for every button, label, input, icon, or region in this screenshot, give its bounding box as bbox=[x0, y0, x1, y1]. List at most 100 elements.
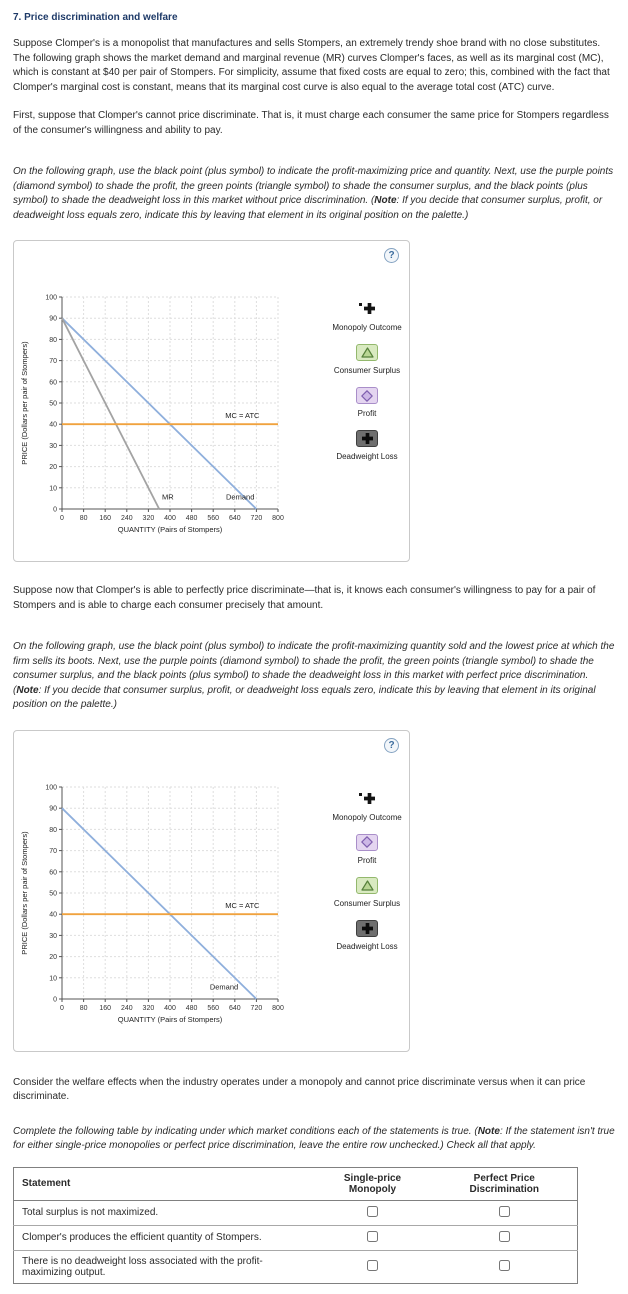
palette-item-consumer-surplus[interactable]: Consumer Surplus bbox=[334, 344, 400, 375]
svg-text:640: 640 bbox=[229, 1005, 241, 1012]
svg-text:Demand: Demand bbox=[210, 982, 238, 991]
svg-text:40: 40 bbox=[49, 422, 57, 429]
palette-item-profit[interactable]: Profit bbox=[356, 833, 378, 865]
svg-text:80: 80 bbox=[80, 515, 88, 522]
purple-diamond-icon[interactable] bbox=[356, 833, 378, 851]
palette-item-profit[interactable]: Profit bbox=[356, 387, 378, 418]
checkbox-row1-single-price[interactable] bbox=[367, 1205, 378, 1217]
perfect-discrimination-setup-paragraph: Suppose now that Clomper's is able to pe… bbox=[13, 585, 596, 611]
svg-text:30: 30 bbox=[49, 932, 57, 939]
svg-text:80: 80 bbox=[49, 337, 57, 344]
svg-text:10: 10 bbox=[49, 485, 57, 492]
svg-text:MC = ATC: MC = ATC bbox=[225, 900, 260, 909]
svg-text:320: 320 bbox=[143, 515, 155, 522]
svg-text:70: 70 bbox=[49, 358, 57, 365]
svg-text:50: 50 bbox=[49, 401, 57, 408]
svg-text:160: 160 bbox=[99, 1005, 111, 1012]
green-triangle-icon[interactable] bbox=[356, 876, 378, 894]
intro-paragraph: Suppose Clomper's is a monopolist that m… bbox=[13, 38, 610, 93]
svg-text:240: 240 bbox=[121, 515, 133, 522]
svg-text:0: 0 bbox=[53, 996, 57, 1003]
table-row: There is no deadweight loss associated w… bbox=[14, 1250, 578, 1283]
dark-plus-icon[interactable] bbox=[356, 919, 378, 937]
svg-text:100: 100 bbox=[45, 784, 57, 791]
black-plus-marker-icon[interactable] bbox=[359, 791, 375, 808]
statement-cell: There is no deadweight loss associated w… bbox=[22, 1255, 263, 1278]
graph-perfect-price-discrimination[interactable]: 0 80 160 240 320 400 480 560 640 720 800 0 10 20 30 40 5… bbox=[16, 775, 296, 1027]
dark-plus-icon[interactable] bbox=[356, 430, 378, 447]
graph-panel-single-price: ? 0 80 160 240 320 400 480 560 640 720 800 0 10 20 30 4… bbox=[13, 240, 410, 562]
palette-item-label: Monopoly Outcome bbox=[332, 812, 402, 822]
svg-text:60: 60 bbox=[49, 869, 57, 876]
palette-item-label: Profit bbox=[357, 409, 377, 418]
note-label: Note bbox=[477, 1125, 500, 1137]
svg-text:MC = ATC: MC = ATC bbox=[225, 411, 260, 420]
svg-text:60: 60 bbox=[49, 379, 57, 386]
palette-legend: Monopoly Outcome Profit Consumer Surplus… bbox=[322, 791, 412, 963]
page-title: 7. Price discrimination and welfare bbox=[13, 12, 178, 23]
svg-text:MR: MR bbox=[162, 492, 174, 501]
svg-text:0: 0 bbox=[60, 1005, 64, 1012]
help-icon[interactable]: ? bbox=[384, 737, 399, 753]
palette-item-label: Profit bbox=[357, 855, 377, 865]
table-row: Total surplus is not maximized. bbox=[13, 1200, 578, 1226]
palette-legend: Monopoly Outcome Consumer Surplus Profit… bbox=[322, 301, 412, 473]
checkbox-row2-perfect-discrimination[interactable] bbox=[498, 1230, 510, 1242]
palette-item-monopoly-outcome[interactable]: Monopoly Outcome bbox=[332, 301, 402, 332]
header-statement: Statement bbox=[13, 1167, 314, 1201]
purple-diamond-icon[interactable] bbox=[356, 387, 378, 404]
table-header-row: Statement Single-price Monopoly Perfect … bbox=[13, 1167, 578, 1201]
checkbox-row3-single-price[interactable] bbox=[367, 1259, 378, 1271]
table-instructions-note: : If the statement isn't true for either… bbox=[13, 1125, 615, 1152]
svg-text:0: 0 bbox=[60, 515, 64, 522]
palette-item-consumer-surplus[interactable]: Consumer Surplus bbox=[333, 876, 401, 908]
svg-text:560: 560 bbox=[207, 515, 219, 522]
svg-text:480: 480 bbox=[186, 1005, 198, 1012]
palette-item-label: Consumer Surplus bbox=[333, 898, 401, 908]
welfare-comparison-paragraph: Consider the welfare effects when the in… bbox=[13, 1076, 586, 1103]
palette-item-label: Monopoly Outcome bbox=[332, 323, 402, 332]
note-label: Note bbox=[374, 195, 397, 206]
palette-item-label: Consumer Surplus bbox=[333, 366, 401, 375]
palette-item-label: Deadweight Loss bbox=[336, 941, 398, 951]
graph1-instructions-text: On the following graph, use the black po… bbox=[13, 166, 614, 206]
graph2-instructions: On the following graph, use the black po… bbox=[13, 640, 615, 713]
svg-text:30: 30 bbox=[49, 443, 57, 450]
graph-single-price-monopoly[interactable]: 0 80 160 240 320 400 480 560 640 720 800 0 10 20 30 40 5… bbox=[16, 285, 296, 537]
drag-dot-icon bbox=[359, 303, 362, 306]
graph2-instructions-note: : If you decide that consumer surplus, p… bbox=[13, 684, 596, 711]
palette-item-deadweight-loss[interactable]: Deadweight Loss bbox=[336, 430, 398, 461]
welfare-table: Statement Single-price Monopoly Perfect … bbox=[13, 1166, 578, 1284]
svg-text:320: 320 bbox=[143, 1005, 155, 1012]
svg-text:90: 90 bbox=[49, 316, 57, 323]
help-icon[interactable]: ? bbox=[384, 248, 399, 263]
palette-item-deadweight-loss[interactable]: Deadweight Loss bbox=[336, 919, 398, 951]
header-perfect-price-discrimination: Perfect Price Discrimination bbox=[431, 1167, 578, 1201]
svg-text:80: 80 bbox=[80, 1005, 88, 1012]
svg-text:100: 100 bbox=[45, 295, 57, 302]
statement-cell: Clomper's produces the efficient quantit… bbox=[13, 1225, 314, 1251]
palette-item-monopoly-outcome[interactable]: Monopoly Outcome bbox=[332, 791, 402, 822]
black-plus-marker-icon[interactable] bbox=[359, 301, 375, 318]
svg-text:PRICE (Dollars per pair of Sto: PRICE (Dollars per pair of Stompers) bbox=[20, 341, 29, 465]
table-instructions: Complete the following table by indicati… bbox=[13, 1125, 615, 1154]
svg-text:90: 90 bbox=[49, 805, 57, 812]
checkbox-row3-perfect-discrimination[interactable] bbox=[498, 1259, 510, 1271]
svg-text:40: 40 bbox=[49, 911, 57, 918]
checkbox-row2-single-price[interactable] bbox=[367, 1230, 378, 1242]
svg-text:560: 560 bbox=[207, 1005, 219, 1012]
svg-text:20: 20 bbox=[49, 464, 57, 471]
svg-text:240: 240 bbox=[121, 1005, 133, 1012]
note-label: Note bbox=[16, 684, 39, 696]
svg-text:70: 70 bbox=[49, 848, 57, 855]
svg-text:20: 20 bbox=[49, 954, 57, 961]
svg-text:QUANTITY (Pairs of Stompers): QUANTITY (Pairs of Stompers) bbox=[118, 1015, 223, 1024]
table-instructions-text: Complete the following table by indicati… bbox=[13, 1125, 478, 1137]
checkbox-row1-perfect-discrimination[interactable] bbox=[498, 1205, 510, 1217]
palette-item-label: Deadweight Loss bbox=[336, 452, 398, 461]
svg-text:720: 720 bbox=[251, 1005, 263, 1012]
svg-text:0: 0 bbox=[53, 507, 57, 514]
table-row: Clomper's produces the efficient quantit… bbox=[13, 1225, 578, 1251]
drag-dot-icon bbox=[359, 792, 362, 796]
green-triangle-icon[interactable] bbox=[356, 344, 378, 361]
